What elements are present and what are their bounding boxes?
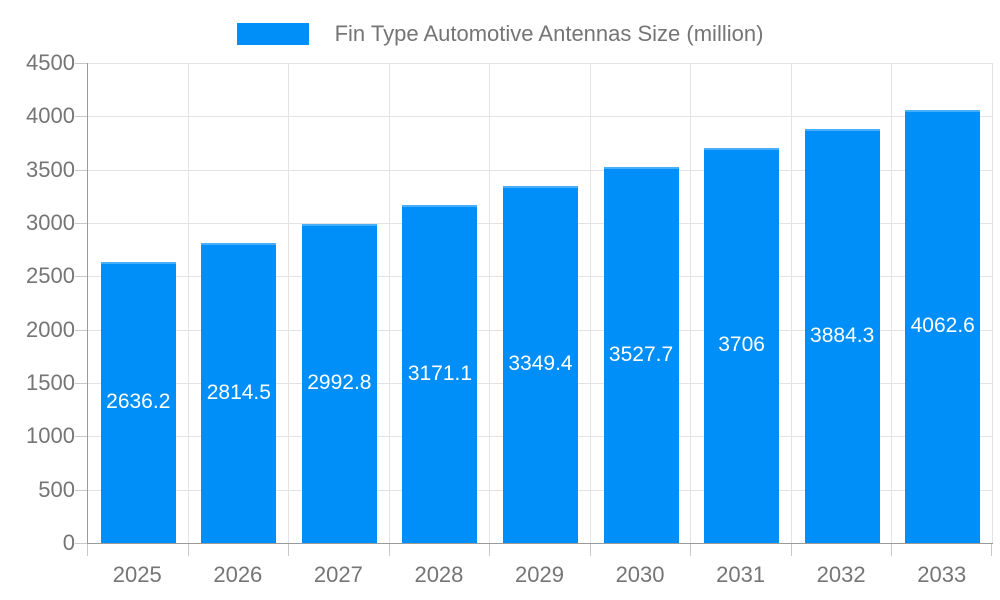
x-axis-label: 2033 (917, 562, 967, 587)
bar-value-label: 2636.2 (106, 390, 171, 414)
x-axis-label: 2029 (515, 562, 564, 587)
y-axis-label: 2000 (26, 316, 75, 342)
bar-value-label: 3706 (718, 333, 765, 357)
x-axis-tick (891, 544, 893, 556)
y-axis-label: 3500 (26, 156, 75, 182)
y-axis-label: 500 (38, 476, 75, 502)
x-axis-label: 2028 (414, 562, 464, 587)
y-axis-tick (75, 63, 87, 64)
bar-2030[interactable]: 3527.7 (603, 166, 679, 543)
x-axis-label: 2025 (112, 562, 162, 587)
bar-2029[interactable]: 3349.4 (503, 185, 578, 543)
bar-2031[interactable]: 3706 (704, 147, 780, 543)
gridline-vertical (187, 63, 189, 543)
x-axis-tick (388, 544, 390, 556)
x-axis-tick (589, 544, 591, 556)
bar-value-label: 3884.3 (810, 323, 875, 347)
y-axis-label: 0 (62, 530, 75, 555)
gridline-vertical (690, 63, 692, 543)
y-axis-label: 4500 (26, 50, 75, 75)
gridline-vertical (790, 63, 792, 543)
bar-2025[interactable]: 2636.2 (100, 261, 176, 543)
x-axis-tick (690, 544, 692, 556)
x-axis-label: 2026 (213, 562, 263, 587)
y-axis-tick (75, 383, 87, 384)
gridline-vertical (992, 63, 993, 543)
bar-value-label: 2992.8 (307, 371, 372, 395)
x-axis-tick (790, 544, 792, 556)
y-axis-tick (75, 489, 87, 491)
gridline-horizontal (88, 116, 993, 118)
legend-label: Fin Type Automotive Antennas Size (milli… (334, 21, 764, 46)
x-axis-tick (991, 544, 992, 556)
y-axis-label: 1000 (26, 423, 75, 449)
gridline-vertical (891, 63, 893, 543)
bar-2027[interactable]: 2992.8 (301, 223, 377, 543)
y-axis-tick (75, 543, 87, 544)
bar-2028[interactable]: 3171.1 (402, 204, 478, 543)
y-axis-tick (75, 329, 87, 331)
x-axis-tick (187, 544, 189, 556)
y-axis-label: 3000 (26, 210, 75, 235)
bar-value-label: 4062.6 (910, 314, 975, 338)
x-axis-tick (489, 544, 491, 556)
y-axis-label: 2500 (26, 263, 75, 289)
y-axis-tick (75, 276, 87, 278)
gridline-vertical (288, 63, 290, 543)
y-axis-tick (75, 223, 87, 224)
bar-value-label: 3527.7 (608, 342, 674, 366)
gridline-vertical (489, 63, 491, 543)
y-axis-tick (75, 436, 87, 438)
bar-2026[interactable]: 2814.5 (201, 242, 277, 543)
gridline-vertical (589, 63, 591, 543)
x-axis-label: 2031 (716, 562, 766, 587)
bar-value-label: 2814.5 (206, 380, 271, 404)
bar-2032[interactable]: 3884.3 (804, 128, 880, 543)
x-axis-label: 2030 (615, 562, 665, 587)
y-axis-label: 1500 (26, 370, 75, 395)
y-axis-tick (75, 116, 87, 118)
x-axis-label: 2032 (816, 562, 866, 587)
x-axis-tick (288, 544, 290, 556)
gridline-horizontal (88, 169, 993, 171)
legend-swatch (236, 23, 309, 45)
gridline-horizontal (88, 63, 993, 64)
y-axis-label: 4000 (26, 103, 75, 129)
y-axis-tick (75, 169, 87, 171)
x-axis-label: 2027 (313, 562, 363, 587)
bar-value-label: 3349.4 (508, 352, 573, 376)
x-axis-tick (87, 544, 88, 556)
bar-value-label: 3171.1 (407, 361, 473, 385)
gridline-vertical (388, 63, 390, 543)
plot-area: 2636.2 2814.5 2992.8 3171.1 3349.4 3527.7 3706… (87, 63, 993, 544)
legend[interactable]: Fin Type Automotive Antennas Size (milli… (0, 21, 1000, 47)
bar-2033[interactable]: 4062.6 (905, 109, 981, 543)
